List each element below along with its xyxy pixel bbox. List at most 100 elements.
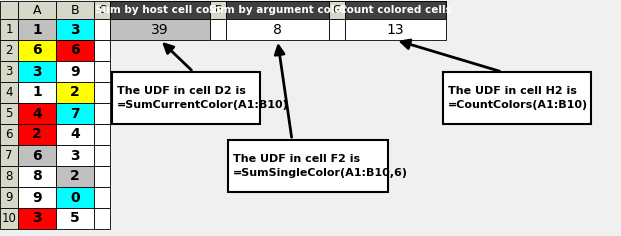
Text: 7: 7 bbox=[5, 149, 13, 162]
Bar bbox=[210, 1, 226, 19]
Text: 1: 1 bbox=[32, 85, 42, 100]
Bar bbox=[56, 103, 94, 124]
Text: 3: 3 bbox=[70, 148, 80, 163]
Text: 4: 4 bbox=[70, 127, 80, 142]
Text: The UDF in cell D2 is
=SumCurrentColor(A1:B10): The UDF in cell D2 is =SumCurrentColor(A… bbox=[117, 86, 289, 110]
Text: 1: 1 bbox=[5, 23, 13, 36]
Bar bbox=[329, 19, 345, 40]
Text: 4: 4 bbox=[5, 86, 13, 99]
Bar bbox=[226, 1, 329, 19]
Text: 8: 8 bbox=[273, 22, 282, 37]
Bar bbox=[329, 1, 345, 19]
Bar bbox=[56, 145, 94, 166]
Bar bbox=[56, 1, 94, 19]
Bar bbox=[0, 145, 18, 166]
Bar bbox=[226, 19, 329, 40]
Bar bbox=[228, 140, 388, 192]
Bar bbox=[18, 208, 56, 229]
Text: 5: 5 bbox=[6, 107, 12, 120]
Text: 9: 9 bbox=[5, 191, 13, 204]
Text: 8: 8 bbox=[6, 170, 12, 183]
Bar bbox=[0, 1, 18, 19]
Bar bbox=[56, 61, 94, 82]
Text: 3: 3 bbox=[32, 211, 42, 226]
Bar bbox=[345, 19, 446, 40]
Bar bbox=[18, 82, 56, 103]
Bar bbox=[56, 166, 94, 187]
Text: 9: 9 bbox=[70, 64, 80, 79]
Bar bbox=[210, 19, 226, 40]
Bar bbox=[0, 187, 18, 208]
Bar bbox=[18, 61, 56, 82]
Text: 13: 13 bbox=[387, 22, 404, 37]
Bar bbox=[18, 124, 56, 145]
Text: 39: 39 bbox=[151, 22, 169, 37]
Bar bbox=[18, 103, 56, 124]
Bar bbox=[0, 61, 18, 82]
Text: 6: 6 bbox=[5, 128, 13, 141]
Bar bbox=[94, 1, 110, 19]
Bar bbox=[94, 166, 110, 187]
Text: 3: 3 bbox=[6, 65, 12, 78]
Bar bbox=[112, 72, 260, 124]
Bar bbox=[345, 1, 446, 19]
Text: F: F bbox=[274, 5, 281, 15]
Text: 3: 3 bbox=[32, 64, 42, 79]
Text: 3: 3 bbox=[70, 22, 80, 37]
Text: 2: 2 bbox=[5, 44, 13, 57]
Bar bbox=[329, 1, 345, 19]
Bar bbox=[110, 19, 210, 40]
Text: E: E bbox=[214, 5, 222, 15]
Text: D: D bbox=[156, 5, 164, 15]
Bar bbox=[94, 40, 110, 61]
Bar bbox=[94, 124, 110, 145]
Bar bbox=[56, 187, 94, 208]
Bar bbox=[94, 208, 110, 229]
Bar bbox=[0, 166, 18, 187]
Text: B: B bbox=[71, 4, 79, 17]
Bar bbox=[18, 187, 56, 208]
Text: 6: 6 bbox=[70, 43, 80, 58]
Text: G: G bbox=[333, 5, 342, 15]
Bar bbox=[18, 40, 56, 61]
Text: 6: 6 bbox=[32, 43, 42, 58]
Bar bbox=[226, 1, 329, 19]
Bar bbox=[110, 1, 210, 19]
Bar bbox=[56, 82, 94, 103]
Text: The UDF in cell F2 is
=SumSingleColor(A1:B10,6): The UDF in cell F2 is =SumSingleColor(A1… bbox=[233, 154, 408, 178]
Text: Count colored cells: Count colored cells bbox=[339, 5, 452, 15]
Text: 5: 5 bbox=[70, 211, 80, 226]
Text: 7: 7 bbox=[70, 106, 80, 121]
Bar bbox=[443, 72, 591, 124]
Text: 4: 4 bbox=[32, 106, 42, 121]
Bar bbox=[94, 103, 110, 124]
Text: 2: 2 bbox=[70, 169, 80, 184]
Text: 2: 2 bbox=[70, 85, 80, 100]
Bar bbox=[18, 166, 56, 187]
Text: 6: 6 bbox=[32, 148, 42, 163]
Bar bbox=[94, 145, 110, 166]
Text: Sum by argument color: Sum by argument color bbox=[209, 5, 347, 15]
Bar bbox=[210, 1, 226, 19]
Bar bbox=[94, 187, 110, 208]
Bar bbox=[0, 82, 18, 103]
Text: Sum by host cell color: Sum by host cell color bbox=[95, 5, 225, 15]
Bar bbox=[0, 208, 18, 229]
Text: 10: 10 bbox=[2, 212, 16, 225]
Bar bbox=[18, 19, 56, 40]
Bar bbox=[56, 124, 94, 145]
Text: 2: 2 bbox=[32, 127, 42, 142]
Text: A: A bbox=[33, 4, 41, 17]
Text: 9: 9 bbox=[32, 190, 42, 205]
Bar bbox=[94, 19, 110, 40]
Text: 1: 1 bbox=[32, 22, 42, 37]
Bar bbox=[0, 40, 18, 61]
Bar bbox=[56, 40, 94, 61]
Bar bbox=[110, 1, 210, 19]
Bar bbox=[94, 61, 110, 82]
Bar bbox=[0, 103, 18, 124]
Bar bbox=[56, 19, 94, 40]
Bar bbox=[56, 208, 94, 229]
Bar bbox=[94, 82, 110, 103]
Bar bbox=[0, 19, 18, 40]
